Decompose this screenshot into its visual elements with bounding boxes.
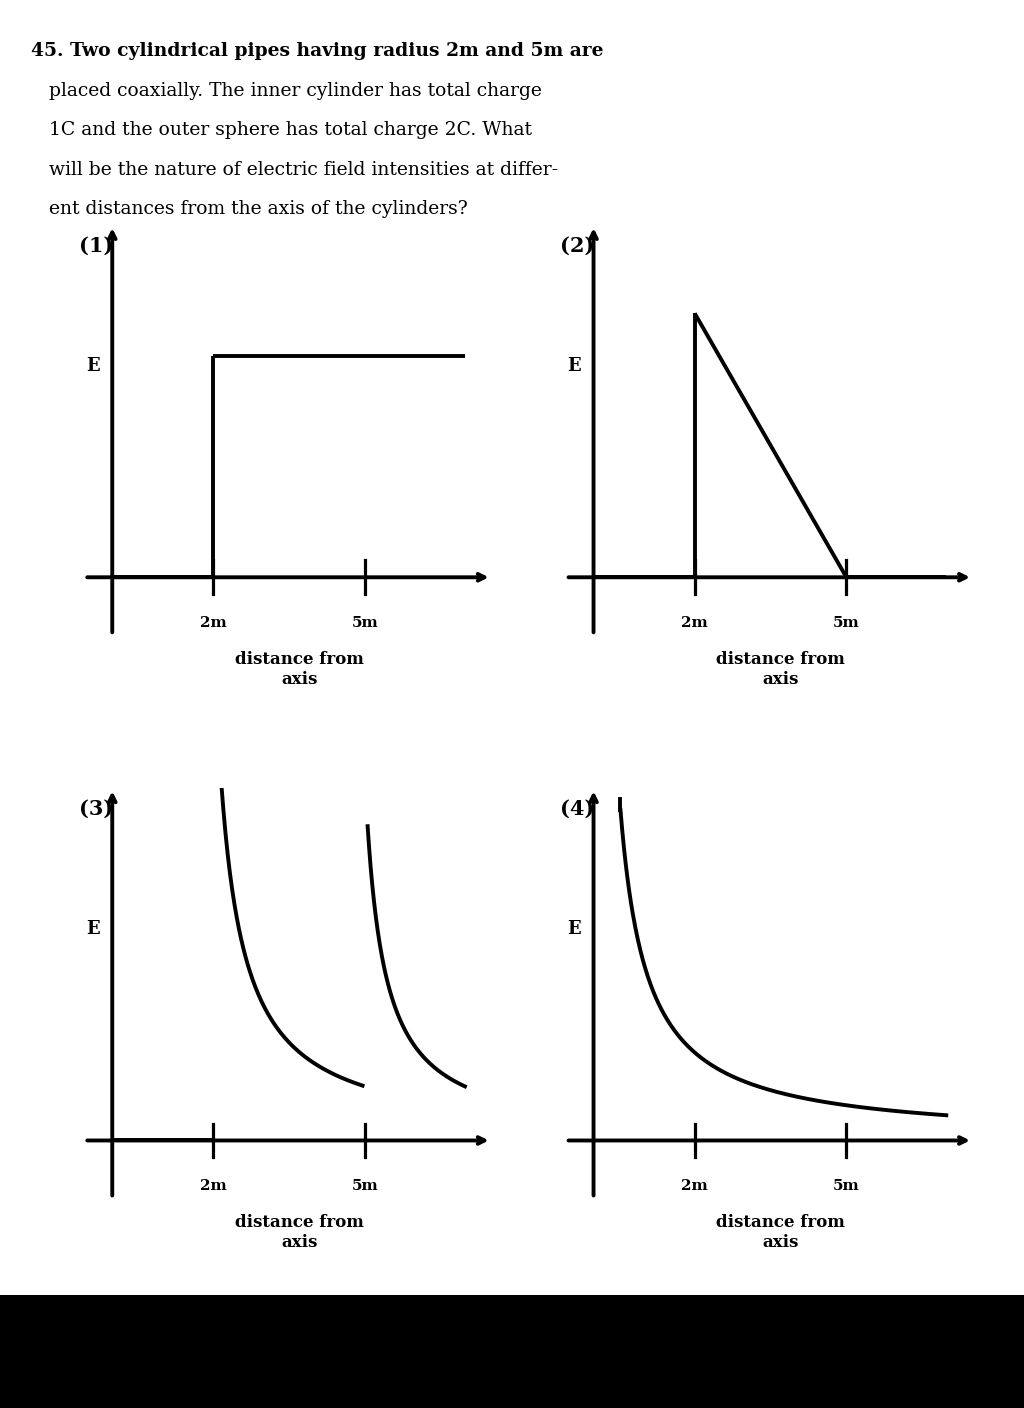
Text: 5m: 5m [833, 617, 860, 629]
Text: 5m: 5m [351, 1180, 379, 1193]
Text: E: E [86, 358, 99, 375]
Text: 1C and the outer sphere has total charge 2C. What: 1C and the outer sphere has total charge… [31, 121, 531, 139]
Text: 2m: 2m [200, 1180, 226, 1193]
Text: E: E [567, 358, 581, 375]
Text: 2m: 2m [200, 617, 226, 629]
Text: distance from
axis: distance from axis [716, 650, 845, 687]
Text: E: E [86, 921, 99, 938]
Text: 2m: 2m [681, 617, 708, 629]
Text: E: E [567, 921, 581, 938]
Text: (2): (2) [560, 237, 594, 256]
Text: 5m: 5m [351, 617, 379, 629]
Text: (3): (3) [79, 800, 113, 819]
Text: ent distances from the axis of the cylinders?: ent distances from the axis of the cylin… [31, 200, 468, 218]
Text: distance from
axis: distance from axis [716, 1214, 845, 1250]
Text: 2m: 2m [681, 1180, 708, 1193]
Text: (1): (1) [79, 237, 113, 256]
Text: (4): (4) [560, 800, 594, 819]
Text: distance from
axis: distance from axis [234, 650, 364, 687]
Text: 45. Two cylindrical pipes having radius 2m and 5m are: 45. Two cylindrical pipes having radius … [31, 42, 603, 61]
Text: 5m: 5m [833, 1180, 860, 1193]
Text: placed coaxially. The inner cylinder has total charge: placed coaxially. The inner cylinder has… [31, 82, 542, 100]
Text: will be the nature of electric field intensities at differ-: will be the nature of electric field int… [31, 161, 558, 179]
Text: distance from
axis: distance from axis [234, 1214, 364, 1250]
